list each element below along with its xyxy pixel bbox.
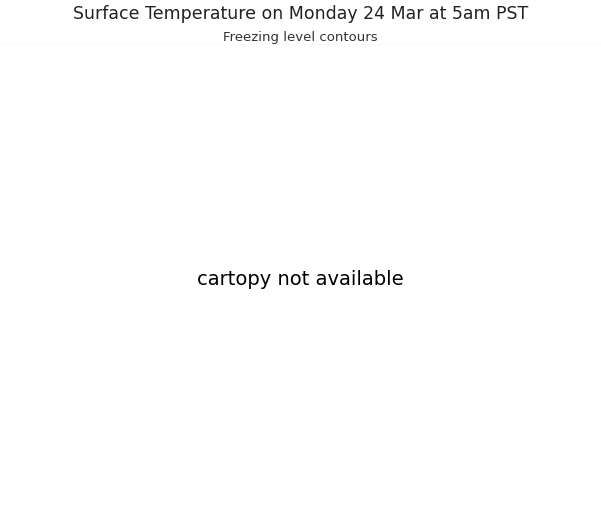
Text: Surface Temperature on Monday 24 Mar at 5am PST: Surface Temperature on Monday 24 Mar at … [73, 6, 528, 24]
Text: Freezing level contours: Freezing level contours [223, 31, 378, 44]
Text: cartopy not available: cartopy not available [197, 270, 404, 289]
